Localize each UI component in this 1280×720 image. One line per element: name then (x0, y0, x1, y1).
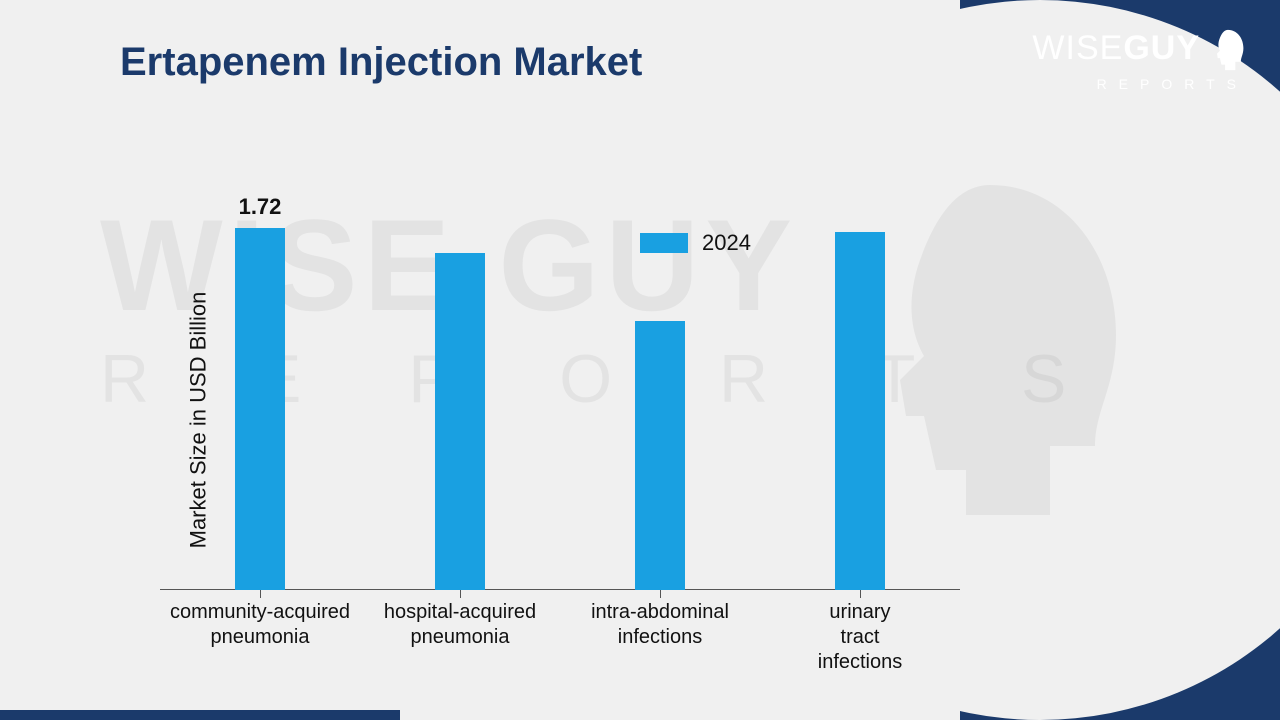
brand-logo: WISEGUY REPORTS (1010, 28, 1250, 92)
logo-sub: REPORTS (1010, 76, 1248, 92)
category-label: intra-abdominalinfections (562, 600, 758, 650)
x-tick (460, 590, 461, 598)
chart-bar (635, 321, 685, 590)
chart-bar (435, 253, 485, 590)
logo-word-2: GUY (1123, 29, 1200, 67)
logo-main: WISEGUY (1010, 28, 1250, 72)
category-label: community-acquiredpneumonia (162, 600, 358, 650)
logo-word-1: WISE (1032, 29, 1123, 67)
category-label: hospital-acquiredpneumonia (362, 600, 558, 650)
x-tick (660, 590, 661, 598)
chart-legend: 2024 (640, 230, 751, 256)
legend-swatch (640, 233, 688, 253)
chart-bar (235, 228, 285, 590)
chart-canvas: Ertapenem Injection Market WISE GUY R E … (0, 0, 1280, 720)
x-tick (860, 590, 861, 598)
bar-chart: Market Size in USD Billion 1.72community… (100, 150, 960, 690)
chart-title: Ertapenem Injection Market (120, 40, 642, 85)
x-tick (260, 590, 261, 598)
bar-value-label: 1.72 (239, 194, 282, 220)
category-label: urinarytractinfections (762, 600, 958, 675)
plot-area: 1.72community-acquiredpneumoniahospital-… (160, 190, 960, 590)
chart-bar (835, 232, 885, 590)
logo-head-icon (1206, 28, 1250, 72)
bottom-accent-bar (0, 710, 400, 720)
legend-label: 2024 (702, 230, 751, 256)
